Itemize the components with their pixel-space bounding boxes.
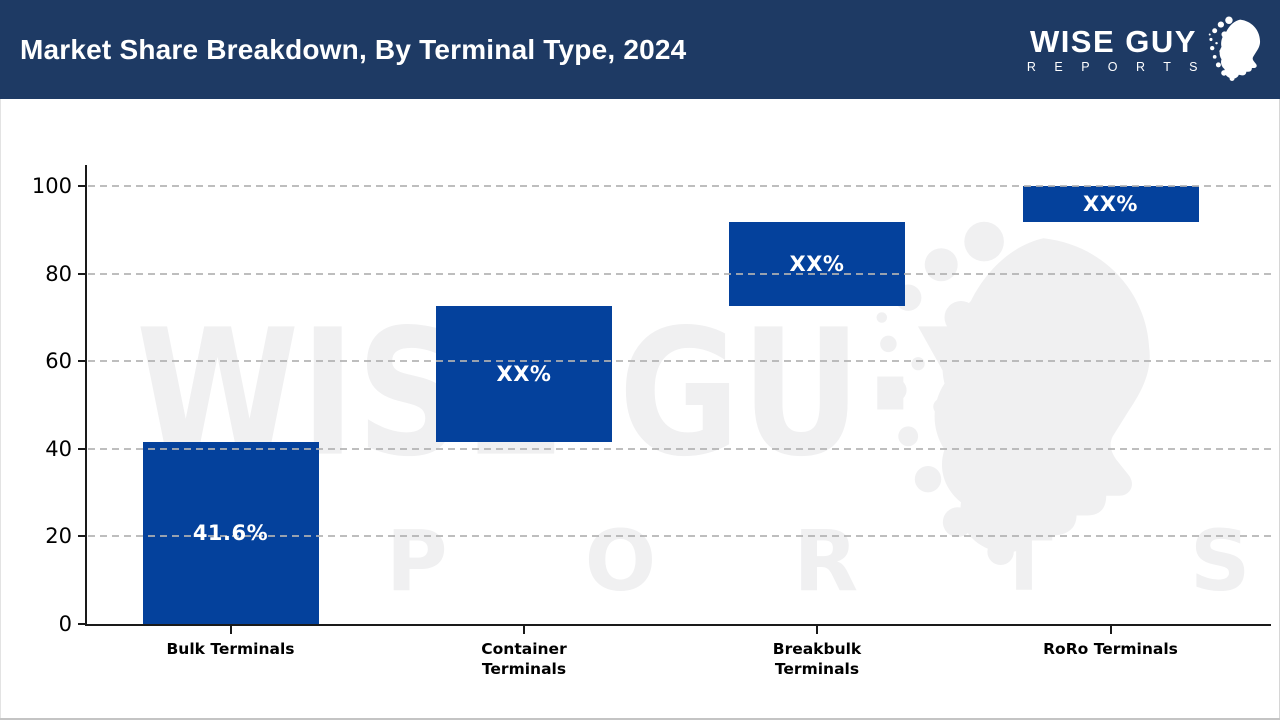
brand-logo: WISE GUY R E P O R T S <box>1022 6 1268 94</box>
bar-value-label-bulk-terminals: 41.6% <box>192 520 269 545</box>
gridline-20 <box>88 535 1271 538</box>
x-tick-mark-breakbulk-terminals <box>816 626 818 634</box>
x-axis-category-label-roro-terminals: RoRo Terminals <box>996 639 1226 659</box>
y-tick-mark-60 <box>78 360 85 363</box>
x-axis-category-label-breakbulk-terminals: Breakbulk Terminals <box>702 639 932 679</box>
x-axis-category-label-line: Breakbulk <box>772 640 862 658</box>
x-axis-category-label-line: Terminals <box>481 660 567 678</box>
bar-value-label-roro-terminals: XX% <box>1083 191 1138 216</box>
bar-value-label-container-terminals: XX% <box>496 361 552 386</box>
canvas-left-border <box>0 99 1 718</box>
gridline-60 <box>88 360 1271 363</box>
brand-logo-text: WISE GUY R E P O R T S <box>1022 23 1205 75</box>
gridline-40 <box>88 447 1271 450</box>
bar-breakbulk-terminals <box>729 221 905 306</box>
bar-roro-terminals <box>1022 186 1199 222</box>
gridline-80 <box>88 272 1271 275</box>
x-axis-category-label-line: RoRo Terminals <box>1043 640 1178 658</box>
header-bar: Market Share Breakdown, By Terminal Type… <box>0 0 1280 99</box>
x-axis-line <box>85 624 1271 626</box>
x-tick-mark-roro-terminals <box>1109 626 1112 634</box>
y-axis-tick-label-40: 40 <box>45 436 72 461</box>
gridline-100 <box>88 185 1271 187</box>
bar-value-label-breakbulk-terminals: XX% <box>789 251 845 276</box>
chart-title: Market Share Breakdown, By Terminal Type… <box>20 33 687 65</box>
y-tick-mark-20 <box>78 535 85 538</box>
x-axis-category-label-line: Container <box>481 640 567 658</box>
brand-subname: R E P O R T S <box>1026 60 1205 75</box>
y-axis-tick-label-100: 100 <box>31 174 72 198</box>
y-tick-mark-40 <box>78 447 85 450</box>
bar-bulk-terminals <box>142 441 319 624</box>
x-axis-category-label-bulk-terminals: Bulk Terminals <box>116 639 346 659</box>
y-axis-tick-label-80: 80 <box>45 261 72 286</box>
watermark-head-icon <box>876 221 1150 565</box>
x-axis-category-label-container-terminals: Container Terminals <box>409 639 639 679</box>
brand-head-icon <box>1208 16 1261 81</box>
canvas-bottom-border <box>0 718 1280 720</box>
brand-name: WISE GUY <box>1029 23 1197 59</box>
y-tick-mark-100 <box>78 185 85 187</box>
y-axis-tick-label-20: 20 <box>45 524 72 549</box>
y-axis-tick-label-60: 60 <box>45 349 72 374</box>
y-axis-tick-label-0: 0 <box>58 612 72 636</box>
x-axis-category-label-line: Bulk Terminals <box>166 640 295 658</box>
x-tick-mark-bulk-terminals <box>229 626 232 634</box>
bar-container-terminals <box>436 306 612 442</box>
y-tick-mark-0 <box>78 623 85 625</box>
y-tick-mark-80 <box>78 272 85 275</box>
x-tick-mark-container-terminals <box>523 626 525 634</box>
x-axis-category-label-line: Terminals <box>774 660 860 678</box>
watermark-reports-text: P O R T S <box>386 512 1280 610</box>
y-axis-line <box>85 165 87 626</box>
